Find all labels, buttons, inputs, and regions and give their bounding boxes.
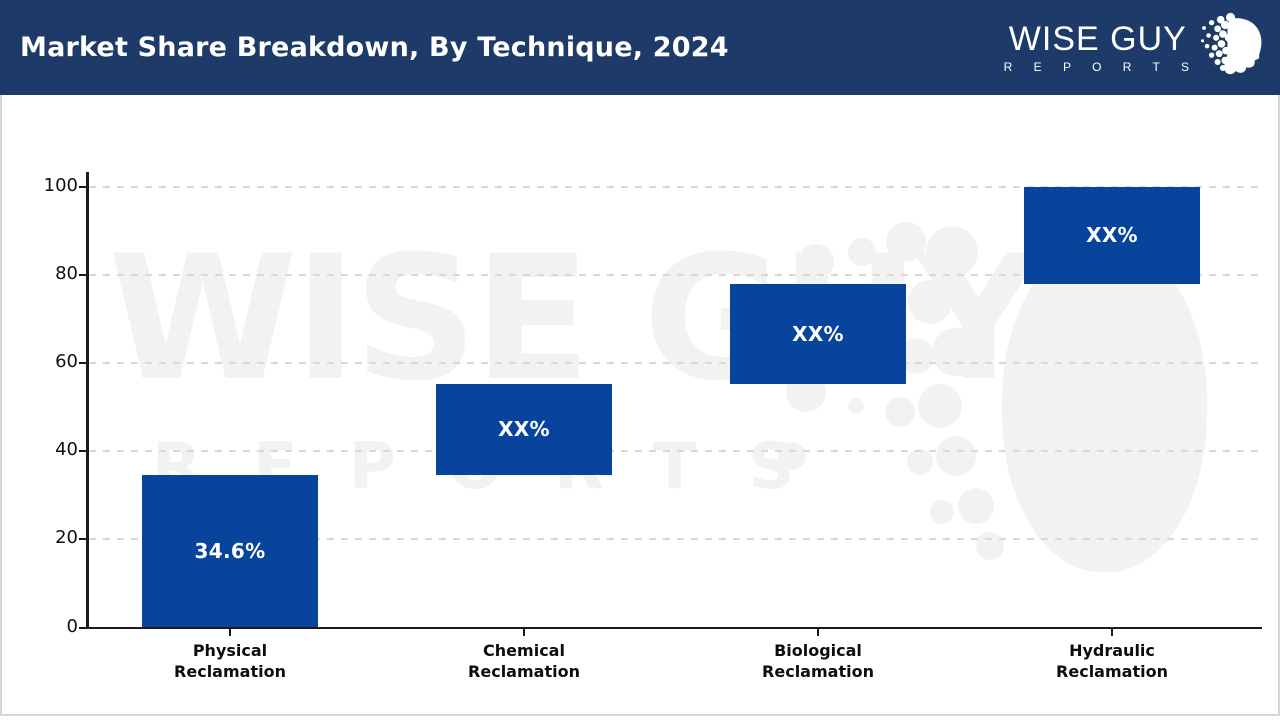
bar-value-label: XX% [498, 417, 550, 442]
y-tick-label-100: 100 [43, 174, 78, 196]
gridline-60 [89, 361, 1258, 364]
bar-hydraulic-reclamation: XX% [1024, 186, 1200, 284]
y-tick-label-80: 80 [55, 262, 78, 284]
y-tick-0 [79, 626, 87, 629]
page-title: Market Share Breakdown, By Technique, 20… [20, 32, 729, 63]
category-label-physical: Physical Reclamation [174, 641, 286, 681]
x-tick-0 [229, 629, 231, 636]
frame-border-bottom [0, 714, 1280, 716]
header-bar: Market Share Breakdown, By Technique, 20… [0, 0, 1280, 95]
brand-name: WISE GUY [1008, 20, 1187, 58]
y-tick-20 [79, 538, 87, 541]
bar-value-label: XX% [1086, 223, 1138, 247]
frame-border-right [1278, 95, 1280, 716]
y-tick-label-20: 20 [55, 527, 78, 549]
bar-value-label: XX% [792, 321, 844, 346]
gridline-80 [89, 273, 1258, 276]
frame-border-left [0, 95, 2, 716]
gridline-40 [89, 450, 1258, 453]
brand-logo: WISE GUY R E P O R T S [998, 0, 1266, 95]
y-axis-spine [86, 172, 89, 629]
brand-subname: R E P O R T S [1003, 60, 1198, 74]
y-tick-label-40: 40 [55, 439, 78, 461]
brand-text: WISE GUY R E P O R T S [998, 22, 1198, 73]
x-tick-3 [1111, 629, 1113, 636]
x-tick-1 [523, 629, 525, 636]
bar-biological-reclamation: XX% [730, 283, 906, 384]
bar-value-label: 34.6% [194, 539, 266, 564]
bar-physical-reclamation: 34.6% [142, 474, 318, 628]
gridline-20 [89, 538, 1258, 541]
gridline-100 [89, 185, 1258, 188]
y-tick-40 [79, 450, 87, 453]
x-axis-spine [86, 626, 1262, 629]
category-label-biological: Biological Reclamation [762, 641, 874, 681]
y-tick-80 [79, 273, 87, 276]
y-tick-60 [79, 361, 87, 364]
dotted-face-icon [1201, 12, 1262, 74]
bar-chemical-reclamation: XX% [436, 383, 612, 475]
y-tick-100 [79, 185, 87, 188]
category-label-hydraulic: Hydraulic Reclamation [1056, 641, 1168, 681]
category-label-chemical: Chemical Reclamation [468, 641, 580, 681]
y-tick-label-60: 60 [55, 350, 78, 372]
y-tick-label-0: 0 [66, 615, 78, 637]
x-tick-2 [817, 629, 819, 636]
